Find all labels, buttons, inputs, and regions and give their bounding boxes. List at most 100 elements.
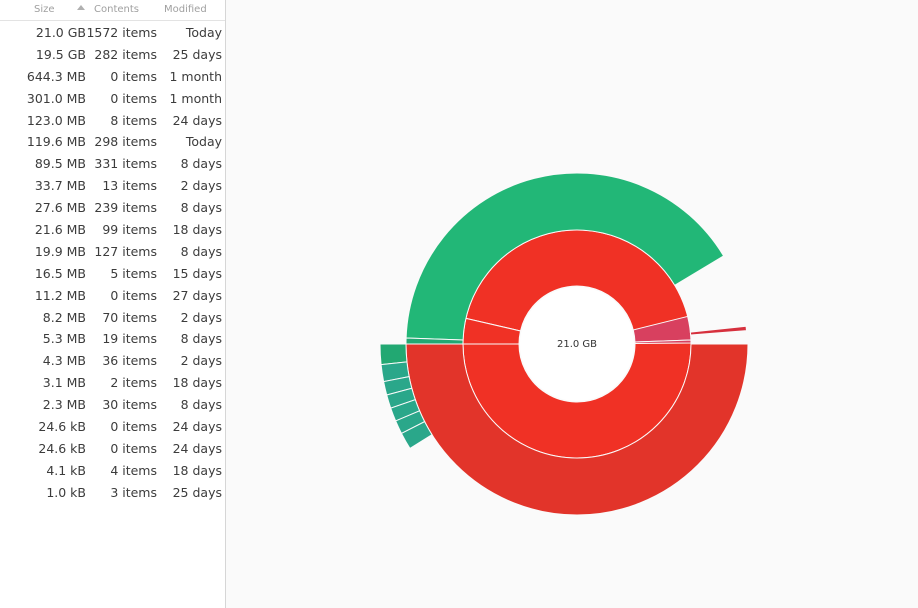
modified-cell: 8 days bbox=[180, 243, 222, 259]
table-row[interactable]: 1.0 kB 3 items 25 days bbox=[0, 481, 225, 503]
table-row[interactable]: 27.6 MB 239 items 8 days bbox=[0, 196, 225, 218]
size-cell: 4.1 kB bbox=[46, 462, 86, 478]
modified-cell: Today bbox=[185, 134, 222, 150]
contents-cell: 13 items bbox=[102, 178, 157, 194]
size-cell: 644.3 MB bbox=[26, 68, 86, 84]
table-row[interactable]: 2.3 MB 30 items 8 days bbox=[0, 393, 225, 415]
size-cell: 119.6 MB bbox=[26, 134, 86, 150]
contents-cell: 0 items bbox=[110, 90, 157, 106]
modified-cell: 24 days bbox=[172, 440, 222, 456]
ring-center[interactable] bbox=[520, 287, 634, 401]
table-row[interactable]: 3.1 MB 2 items 18 days bbox=[0, 371, 225, 393]
table-row[interactable]: 24.6 kB 0 items 24 days bbox=[0, 437, 225, 459]
size-cell: 33.7 MB bbox=[34, 178, 86, 194]
size-cell: 301.0 MB bbox=[26, 90, 86, 106]
table-row[interactable]: 19.9 MB 127 items 8 days bbox=[0, 240, 225, 262]
contents-cell: 8 items bbox=[110, 112, 157, 128]
modified-cell: 8 days bbox=[180, 331, 222, 347]
ring-outer-green-edge-segment[interactable] bbox=[405, 337, 464, 345]
table-row[interactable]: 21.0 GB 1572 items Today bbox=[0, 21, 225, 43]
sort-ascending-icon bbox=[77, 5, 85, 10]
modified-cell: 18 days bbox=[172, 375, 222, 391]
modified-cell: 2 days bbox=[180, 178, 222, 194]
size-cell: 27.6 MB bbox=[34, 200, 86, 216]
size-cell: 4.3 MB bbox=[42, 353, 86, 369]
table-row[interactable]: 11.2 MB 0 items 27 days bbox=[0, 284, 225, 306]
size-cell: 2.3 MB bbox=[42, 397, 86, 413]
table-row[interactable]: 301.0 MB 0 items 1 month bbox=[0, 87, 225, 109]
table-row[interactable]: 4.1 kB 4 items 18 days bbox=[0, 459, 225, 481]
table-row[interactable]: 16.5 MB 5 items 15 days bbox=[0, 262, 225, 284]
table-row[interactable]: 33.7 MB 13 items 2 days bbox=[0, 174, 225, 196]
modified-cell: 15 days bbox=[172, 265, 222, 281]
table-row[interactable]: 19.5 GB 282 items 25 days bbox=[0, 43, 225, 65]
contents-cell: 36 items bbox=[102, 353, 157, 369]
table-row[interactable]: 21.6 MB 99 items 18 days bbox=[0, 218, 225, 240]
modified-cell: 1 month bbox=[169, 90, 223, 106]
size-cell: 21.6 MB bbox=[34, 222, 86, 238]
file-list-panel: Size Contents Modified 21.0 GB 1572 items… bbox=[0, 0, 226, 608]
column-header-contents[interactable]: Contents bbox=[94, 4, 139, 15]
contents-cell: 298 items bbox=[94, 134, 157, 150]
modified-cell: 2 days bbox=[180, 309, 222, 325]
size-cell: 123.0 MB bbox=[26, 112, 86, 128]
table-row[interactable]: 24.6 kB 0 items 24 days bbox=[0, 415, 225, 437]
contents-cell: 282 items bbox=[94, 46, 157, 62]
size-cell: 11.2 MB bbox=[34, 287, 86, 303]
contents-cell: 0 items bbox=[110, 68, 157, 84]
contents-cell: 0 items bbox=[110, 419, 157, 435]
ring-outer-green-segment[interactable] bbox=[405, 172, 725, 341]
table-row[interactable]: 119.6 MB 298 items Today bbox=[0, 130, 225, 152]
contents-cell: 0 items bbox=[110, 440, 157, 456]
table-row[interactable]: 5.3 MB 19 items 8 days bbox=[0, 327, 225, 349]
modified-cell: 24 days bbox=[172, 112, 222, 128]
modified-cell: 8 days bbox=[180, 200, 222, 216]
modified-cell: Today bbox=[185, 25, 222, 40]
ring-teal-segment[interactable] bbox=[379, 343, 408, 366]
contents-cell: 70 items bbox=[102, 309, 157, 325]
table-row[interactable]: 89.5 MB 331 items 8 days bbox=[0, 152, 225, 174]
ring-chart-area: 21.0 GB bbox=[227, 0, 918, 608]
size-cell: 89.5 MB bbox=[34, 156, 86, 172]
contents-cell: 30 items bbox=[102, 397, 157, 413]
contents-cell: 2 items bbox=[110, 375, 157, 391]
size-cell: 21.0 GB bbox=[35, 25, 86, 40]
contents-cell: 0 items bbox=[110, 287, 157, 303]
ring-chart[interactable]: 21.0 GB bbox=[227, 0, 918, 608]
modified-cell: 8 days bbox=[180, 156, 222, 172]
modified-cell: 8 days bbox=[180, 397, 222, 413]
table-row[interactable]: 644.3 MB 0 items 1 month bbox=[0, 65, 225, 87]
modified-cell: 1 month bbox=[169, 68, 223, 84]
contents-cell: 1572 items bbox=[86, 25, 157, 40]
size-cell: 8.2 MB bbox=[42, 309, 86, 325]
modified-cell: 18 days bbox=[172, 462, 222, 478]
column-header-size[interactable]: Size bbox=[34, 4, 55, 15]
contents-cell: 19 items bbox=[102, 331, 157, 347]
size-cell: 16.5 MB bbox=[34, 265, 86, 281]
table-row[interactable]: 123.0 MB 8 items 24 days bbox=[0, 109, 225, 131]
center-size-label: 21.0 GB bbox=[557, 339, 597, 350]
table-row[interactable]: 4.3 MB 36 items 2 days bbox=[0, 349, 225, 371]
size-cell: 24.6 kB bbox=[38, 440, 86, 456]
size-cell: 24.6 kB bbox=[38, 419, 86, 435]
contents-cell: 127 items bbox=[94, 243, 157, 259]
contents-cell: 239 items bbox=[94, 200, 157, 216]
ring-inner-small-segment[interactable] bbox=[634, 339, 692, 344]
size-cell: 1.0 kB bbox=[46, 484, 86, 500]
ring-outer-crimson-segment[interactable] bbox=[689, 325, 748, 336]
table-row[interactable]: 8.2 MB 70 items 2 days bbox=[0, 306, 225, 328]
column-header-modified[interactable]: Modified bbox=[164, 4, 207, 15]
file-list: 21.0 GB 1572 items Today 19.5 GB 282 items 25… bbox=[0, 21, 225, 503]
ring-teal-segment[interactable] bbox=[400, 420, 433, 450]
size-cell: 19.9 MB bbox=[34, 243, 86, 259]
contents-cell: 5 items bbox=[110, 265, 157, 281]
modified-cell: 25 days bbox=[172, 484, 222, 500]
size-cell: 19.5 GB bbox=[35, 46, 86, 62]
table-header: Size Contents Modified bbox=[0, 0, 225, 21]
contents-cell: 99 items bbox=[102, 222, 157, 238]
size-cell: 5.3 MB bbox=[42, 331, 86, 347]
modified-cell: 27 days bbox=[172, 287, 222, 303]
ring-outer-red-segment[interactable] bbox=[405, 343, 749, 516]
modified-cell: 25 days bbox=[172, 46, 222, 62]
